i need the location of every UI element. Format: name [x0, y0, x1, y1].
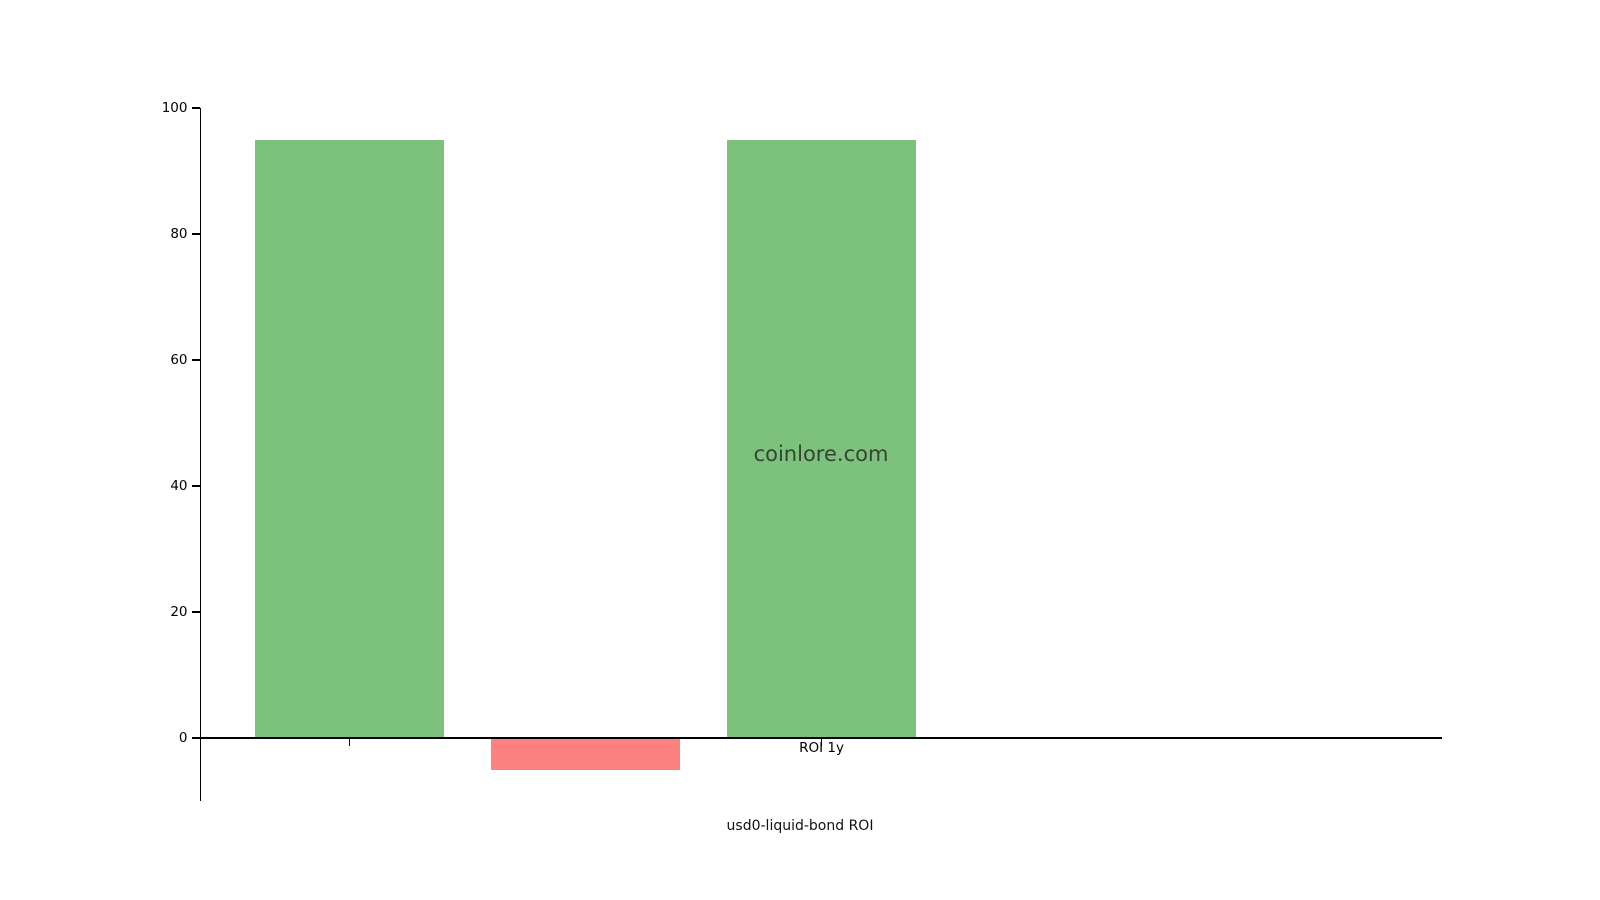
- x-tick: [348, 738, 351, 746]
- y-tick: [191, 107, 200, 109]
- bar: [491, 738, 680, 770]
- chart-title: usd0-liquid-bond ROI: [726, 818, 874, 834]
- y-tick: [191, 233, 200, 235]
- y-axis-spine: [199, 108, 201, 801]
- y-tick-label: 0: [178, 730, 188, 746]
- x-axis-line: [201, 737, 1442, 739]
- y-tick: [191, 359, 200, 361]
- y-tick-label: 100: [161, 100, 188, 116]
- y-tick-label: 60: [170, 352, 188, 368]
- x-tick: [820, 738, 823, 746]
- y-tick: [191, 611, 200, 613]
- bar: [255, 139, 444, 738]
- x-tick-label: ROI 1y: [799, 740, 844, 756]
- y-tick-label: 20: [170, 604, 188, 620]
- watermark-text: coinlore.com: [753, 442, 889, 466]
- y-tick-label: 80: [170, 226, 188, 242]
- bar: [727, 139, 916, 738]
- y-tick: [191, 485, 200, 487]
- y-tick-label: 40: [170, 478, 188, 494]
- y-tick: [191, 737, 200, 739]
